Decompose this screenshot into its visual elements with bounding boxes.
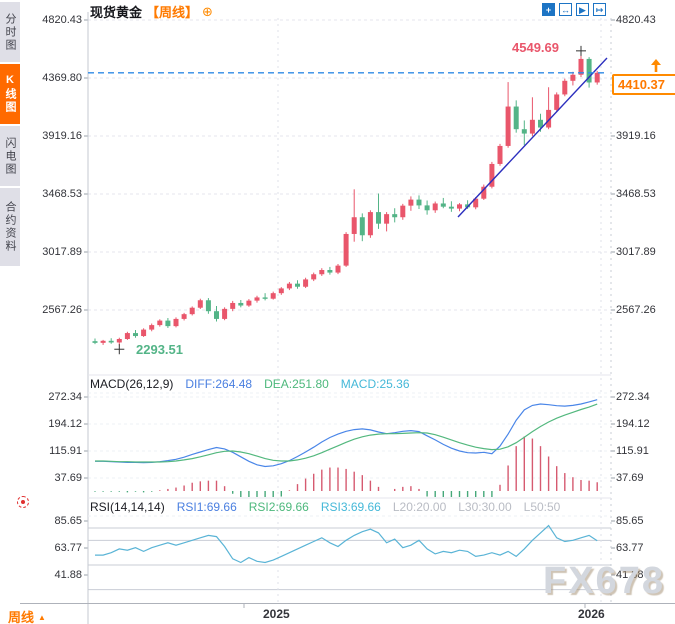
- y-axis-label: 63.77: [616, 542, 644, 554]
- bottom-axis-bar: 周线 ▲ 2025 2026: [0, 604, 675, 624]
- x-axis-year-2026: 2026: [578, 607, 605, 621]
- y-axis-label: 194.12: [616, 418, 650, 430]
- rsi1-value: RSI1:69.66: [176, 500, 237, 514]
- current-price-badge: 4410.37: [612, 74, 675, 95]
- macd-header: MACD(26,12,9) DIFF:264.48 DEA:251.80 MAC…: [90, 377, 410, 391]
- y-axis-label: 4820.43: [42, 14, 82, 26]
- y-axis-label: 63.77: [54, 542, 82, 554]
- y-axis-label: 115.91: [616, 444, 649, 457]
- y-axis-label: 194.12: [48, 418, 82, 430]
- rsi-l30-value: L30:30.00: [458, 500, 512, 514]
- y-axis-label: 115.91: [49, 444, 82, 457]
- macd-diff-value: DIFF:264.48: [185, 377, 253, 391]
- sidebar-tab-kline-chart[interactable]: K线图: [0, 64, 20, 124]
- y-axis-label: 3017.89: [616, 246, 656, 258]
- y-axis-label: 272.34: [48, 390, 82, 403]
- y-axis-label: 3017.89: [42, 246, 82, 258]
- period-dropdown-arrow-icon: ▲: [38, 613, 46, 622]
- jump-to-end-icon[interactable]: ↦: [593, 3, 606, 16]
- chart-toolbar: + ↔ ▶ ↦: [542, 3, 606, 16]
- y-axis-label: 3468.53: [42, 188, 82, 200]
- rsi3-value: RSI3:69.66: [320, 500, 381, 514]
- y-axis-label: 3919.16: [616, 130, 656, 142]
- y-axis-label: 37.69: [54, 472, 82, 484]
- macd-dea-value: DEA:251.80: [264, 377, 329, 391]
- y-axis-label: 272.34: [616, 390, 650, 403]
- scroll-right-icon[interactable]: ▶: [576, 3, 589, 16]
- rsi-header: RSI(14,14,14) RSI1:69.66 RSI2:69.66 RSI3…: [90, 500, 560, 514]
- y-axis-label: 4820.43: [616, 14, 656, 26]
- chart-title: 现货黄金 【周线】 ⊕: [90, 2, 213, 21]
- x-axis-year-2025: 2025: [263, 607, 290, 621]
- rsi2-value: RSI2:69.66: [248, 500, 309, 514]
- rsi-l50-value: L50:50: [523, 500, 561, 514]
- y-axis-label: 85.65: [54, 515, 82, 527]
- pan-crosshair-icon[interactable]: +: [542, 3, 555, 16]
- y-axis-label: 85.65: [616, 515, 644, 527]
- high-price-label: 4549.69: [512, 40, 559, 55]
- y-axis-label: 4369.80: [42, 72, 82, 84]
- period-tag: 【周线】: [146, 5, 199, 20]
- rsi-l20-value: L20:20.00: [392, 500, 447, 514]
- add-indicator-icon[interactable]: ⊕: [202, 3, 213, 19]
- sidebar-tab-time-chart[interactable]: 分时图: [0, 2, 20, 62]
- instrument-name: 现货黄金: [90, 5, 143, 20]
- y-axis-label: 41.88: [616, 569, 644, 581]
- y-axis-label: 3468.53: [616, 188, 656, 200]
- sidebar-tab-contract-info[interactable]: 合约资料: [0, 188, 20, 266]
- low-price-label: 2293.51: [136, 342, 183, 357]
- sidebar-tab-lightning-chart[interactable]: 闪电图: [0, 126, 20, 186]
- y-axis-label: 37.69: [616, 472, 644, 484]
- y-axis-label: 3919.16: [42, 130, 82, 142]
- y-axis-label: 41.88: [54, 569, 82, 581]
- rsi-title: RSI(14,14,14): [90, 500, 165, 514]
- fit-width-icon[interactable]: ↔: [559, 3, 572, 16]
- macd-title: MACD(26,12,9): [90, 377, 174, 391]
- y-axis-label: 2567.26: [616, 304, 656, 316]
- indicator-settings-icon[interactable]: [17, 496, 29, 508]
- macd-value: MACD:25.36: [340, 377, 410, 391]
- period-selector[interactable]: 周线 ▲: [8, 607, 46, 624]
- period-selector-label: 周线: [8, 610, 35, 624]
- y-axis-label: 2567.26: [42, 304, 82, 316]
